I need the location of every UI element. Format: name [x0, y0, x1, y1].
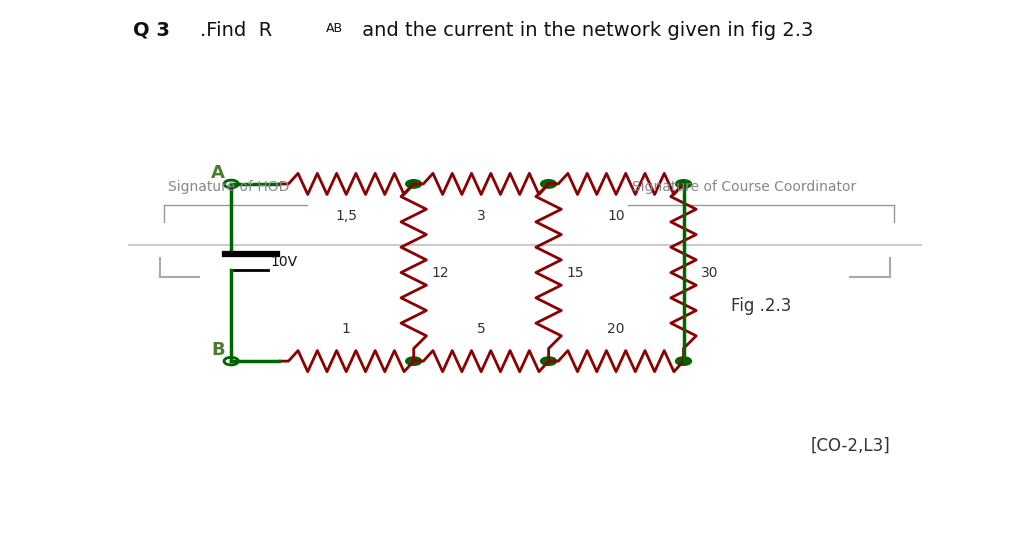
Text: Fig .2.3: Fig .2.3	[731, 297, 792, 315]
Text: and the current in the network given in fig 2.3: and the current in the network given in …	[356, 21, 814, 39]
Circle shape	[406, 180, 422, 188]
Text: 10V: 10V	[270, 255, 298, 269]
Text: 1,5: 1,5	[335, 209, 357, 223]
Circle shape	[541, 357, 557, 366]
Circle shape	[541, 180, 557, 188]
Text: A: A	[211, 164, 225, 182]
Text: [CO-2,L3]: [CO-2,L3]	[811, 437, 890, 454]
Text: Signature of Course Coordinator: Signature of Course Coordinator	[632, 180, 856, 195]
Text: AB: AB	[326, 22, 343, 35]
Text: 5: 5	[477, 322, 485, 336]
Text: 10: 10	[607, 209, 625, 223]
Text: 30: 30	[701, 266, 719, 279]
Circle shape	[406, 357, 422, 366]
Text: .Find  R: .Find R	[200, 21, 272, 39]
Text: 3: 3	[477, 209, 485, 223]
Circle shape	[676, 180, 691, 188]
Text: Q 3: Q 3	[133, 21, 170, 39]
Text: B: B	[211, 341, 225, 359]
Text: 1: 1	[342, 322, 350, 336]
Text: 20: 20	[607, 322, 625, 336]
Text: 12: 12	[431, 266, 449, 279]
Circle shape	[676, 357, 691, 366]
Text: Signature of HOD: Signature of HOD	[168, 180, 289, 195]
Text: 15: 15	[566, 266, 584, 279]
